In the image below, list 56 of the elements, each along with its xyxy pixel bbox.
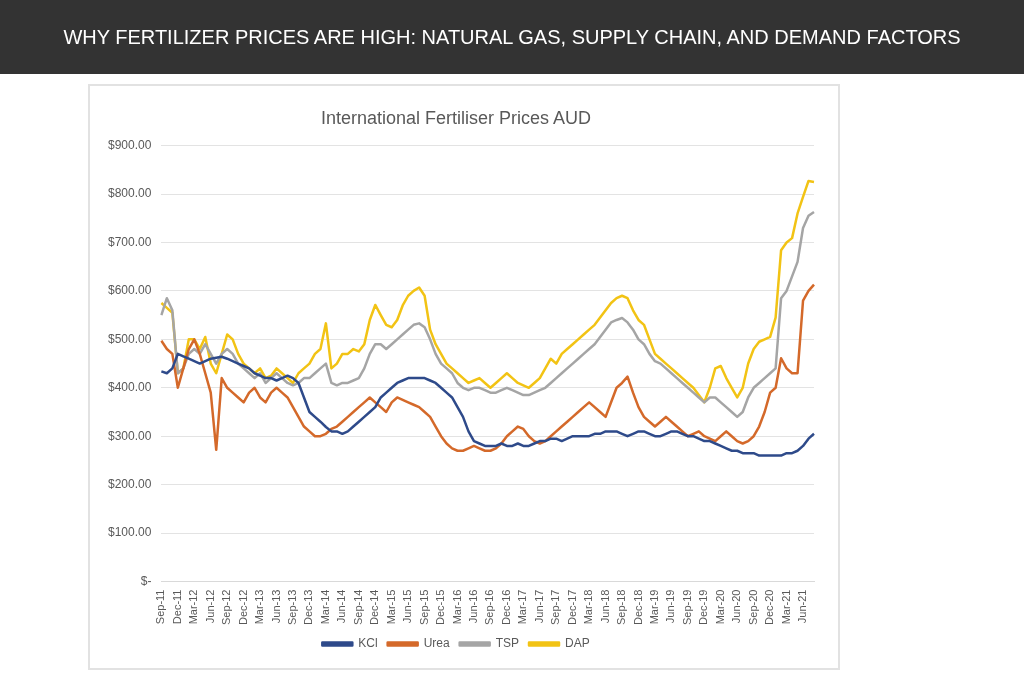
x-tick-label: Jun-19 [664,589,677,624]
x-tick-label: Dec-15 [434,589,447,625]
y-tick-label: $200.00 [107,476,152,491]
x-tick-label: Dec-17 [565,589,578,625]
x-tick-label: Dec-16 [499,589,512,625]
x-tick-label: Dec-19 [697,589,710,625]
legend-label: TSP [495,636,520,651]
x-tick-label: Mar-15 [384,589,397,625]
x-tick-label: Mar-13 [253,589,266,625]
x-tick-label: Mar-14 [318,589,331,625]
x-tick-label: Sep-12 [220,589,233,626]
y-tick-label: $100.00 [107,525,152,540]
x-tick-label: Dec-14 [368,589,381,625]
x-tick-label: Mar-18 [582,589,595,625]
x-tick-label: Dec-11 [170,589,183,625]
y-tick-label: $700.00 [107,234,152,249]
x-tick-label: Sep-11 [154,589,167,625]
y-tick-label: $900.00 [107,137,152,152]
x-tick-label: Jun-18 [598,589,611,624]
x-tick-label: Jun-20 [730,589,743,624]
x-tick-label: Sep-13 [286,589,299,626]
x-tick-label: Sep-18 [615,589,628,626]
y-tick-label: $- [140,573,152,588]
x-tick-label: Dec-12 [236,589,249,625]
text: WHY FERTILIZER PRICES ARE HIGH: NATURAL GAS, SUPPLY CHAIN, AND DEMAND FACTORS [63,25,961,50]
x-tick-label: Dec-18 [631,589,644,625]
x-tick-label: Mar-19 [647,589,660,625]
x-tick-label: Jun-15 [401,589,414,624]
x-tick-label: Jun-21 [796,589,809,624]
x-tick-label: Dec-20 [763,589,776,625]
y-tick-label: $300.00 [107,428,152,443]
x-tick-label: Mar-21 [779,589,792,625]
y-tick-label: $600.00 [107,283,152,298]
x-tick-label: Sep-16 [483,589,496,626]
x-tick-label: Jun-12 [203,589,216,624]
x-tick-label: Dec-13 [302,589,315,625]
x-tick-label: Sep-19 [680,589,693,626]
legend-label: Urea [423,636,450,651]
x-tick-label: Mar-12 [187,589,200,625]
y-tick-label: $400.00 [107,380,152,395]
chart-title: International Fertiliser Prices AUD [320,107,592,128]
x-tick-label: Jun-17 [532,589,545,624]
x-tick-label: Sep-20 [746,589,759,626]
y-tick-label: $500.00 [107,331,152,346]
x-tick-label: Jun-14 [335,589,348,624]
x-tick-label: Sep-14 [351,589,364,626]
x-tick-label: Sep-17 [549,589,562,626]
x-tick-label: Mar-17 [516,589,529,625]
x-tick-label: Jun-16 [467,589,480,624]
x-tick-label: Mar-20 [713,589,726,625]
x-tick-label: Mar-16 [450,589,463,625]
legend-label: KCl [358,636,378,651]
x-tick-label: Jun-13 [269,589,282,624]
x-tick-label: Sep-15 [417,589,430,626]
y-tick-label: $800.00 [107,186,152,201]
legend-label: DAP [565,636,590,651]
